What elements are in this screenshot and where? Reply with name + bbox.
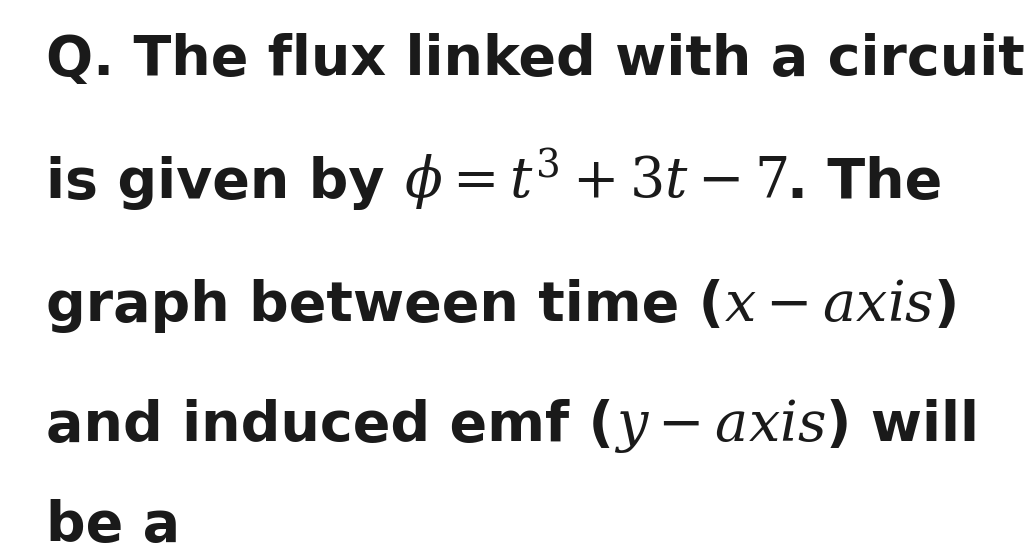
Text: $y - axis$: $y - axis$ <box>614 397 825 455</box>
Text: $\phi = t^3 + 3t - 7$: $\phi = t^3 + 3t - 7$ <box>403 146 787 212</box>
Text: be a: be a <box>46 499 180 554</box>
Text: $x - axis$: $x - axis$ <box>724 278 934 333</box>
Text: is given by: is given by <box>46 156 403 210</box>
Text: graph between time (: graph between time ( <box>46 279 724 333</box>
Text: . The: . The <box>787 156 943 210</box>
Text: ) will: ) will <box>825 399 979 453</box>
Text: and induced emf (: and induced emf ( <box>46 399 614 453</box>
Text: ): ) <box>934 279 959 333</box>
Text: Q. The flux linked with a circuit: Q. The flux linked with a circuit <box>46 33 1024 88</box>
